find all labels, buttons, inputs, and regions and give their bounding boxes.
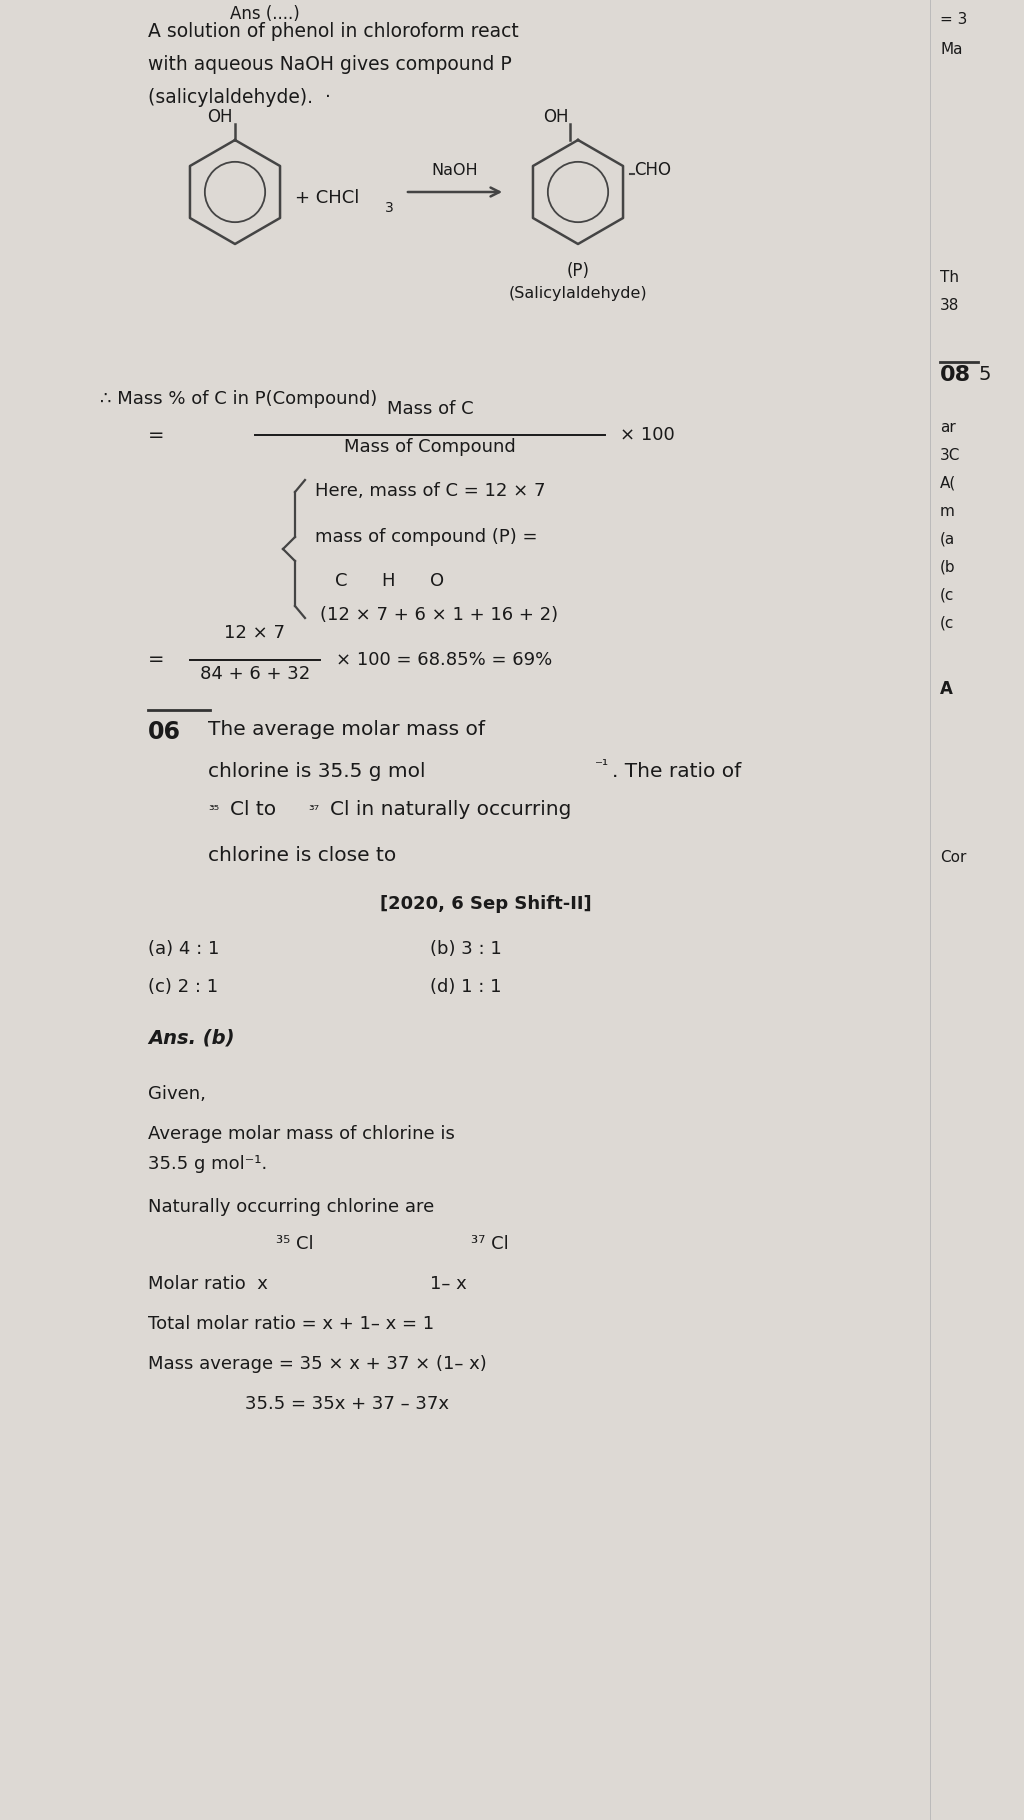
Text: The average molar mass of: The average molar mass of [208, 721, 485, 739]
Text: A solution of phenol in chloroform react: A solution of phenol in chloroform react [148, 22, 519, 42]
Text: (c) 2 : 1: (c) 2 : 1 [148, 977, 218, 996]
Text: ar: ar [940, 420, 955, 435]
Text: . The ratio of: . The ratio of [612, 763, 741, 781]
Text: Naturally occurring chlorine are: Naturally occurring chlorine are [148, 1198, 434, 1216]
Text: (b: (b [940, 561, 955, 575]
Text: 1– x: 1– x [430, 1276, 467, 1292]
Text: (12 × 7 + 6 × 1 + 16 + 2): (12 × 7 + 6 × 1 + 16 + 2) [319, 606, 558, 624]
Text: ³⁵ Cl: ³⁵ Cl [276, 1236, 313, 1252]
Text: =: = [148, 426, 165, 444]
Text: (c: (c [940, 588, 954, 602]
Text: m: m [940, 504, 954, 519]
Text: × 100 = 68.85% = 69%: × 100 = 68.85% = 69% [336, 652, 552, 670]
Text: Molar ratio  x: Molar ratio x [148, 1276, 268, 1292]
Text: =: = [148, 650, 165, 670]
Text: Ma: Ma [940, 42, 963, 56]
Text: Here, mass of C = 12 × 7: Here, mass of C = 12 × 7 [315, 482, 546, 500]
Text: chlorine is 35.5 g mol: chlorine is 35.5 g mol [208, 763, 426, 781]
Text: + CHCl: + CHCl [295, 189, 359, 207]
Text: 35.5 = 35x + 37 – 37x: 35.5 = 35x + 37 – 37x [245, 1394, 449, 1412]
Text: Cl to: Cl to [230, 801, 283, 819]
Text: ⁻¹: ⁻¹ [595, 757, 609, 774]
Text: OH: OH [544, 107, 568, 126]
Text: 3: 3 [385, 200, 394, 215]
Text: with aqueous NaOH gives compound P: with aqueous NaOH gives compound P [148, 55, 512, 75]
Text: (a: (a [940, 531, 955, 548]
Text: Mass of C: Mass of C [387, 400, 473, 419]
Text: 08: 08 [940, 366, 971, 386]
Text: 3C: 3C [940, 448, 961, 462]
Text: ³⁷ Cl: ³⁷ Cl [471, 1236, 509, 1252]
Text: (Salicylaldehyde): (Salicylaldehyde) [509, 286, 647, 300]
Text: ∴ Mass % of C in P(Compound): ∴ Mass % of C in P(Compound) [100, 389, 377, 408]
Text: (d) 1 : 1: (d) 1 : 1 [430, 977, 502, 996]
Text: Total molar ratio = x + 1– x = 1: Total molar ratio = x + 1– x = 1 [148, 1316, 434, 1332]
Text: C      H      O: C H O [335, 571, 444, 590]
Text: Mass average = 35 × x + 37 × (1– x): Mass average = 35 × x + 37 × (1– x) [148, 1356, 486, 1372]
Text: (salicylaldehyde).  ·: (salicylaldehyde). · [148, 87, 331, 107]
Text: NaOH: NaOH [432, 164, 478, 178]
Text: 06: 06 [148, 721, 181, 744]
Text: (c: (c [940, 615, 954, 632]
Text: (P): (P) [566, 262, 590, 280]
Text: 38: 38 [940, 298, 959, 313]
Text: OH: OH [207, 107, 232, 126]
Text: (a) 4 : 1: (a) 4 : 1 [148, 939, 219, 957]
Text: ³⁵: ³⁵ [208, 804, 219, 817]
Text: Th: Th [940, 269, 959, 286]
Text: Ans. (b): Ans. (b) [148, 1028, 234, 1046]
Text: A: A [940, 681, 953, 699]
Text: [2020, 6 Sep Shift-II]: [2020, 6 Sep Shift-II] [380, 895, 592, 914]
Text: CHO: CHO [634, 160, 671, 178]
Text: Cor: Cor [940, 850, 967, 864]
Text: 5: 5 [978, 366, 990, 384]
Text: ³⁷: ³⁷ [308, 804, 319, 817]
Text: Average molar mass of chlorine is: Average molar mass of chlorine is [148, 1125, 455, 1143]
Text: 35.5 g mol⁻¹.: 35.5 g mol⁻¹. [148, 1156, 267, 1174]
Text: Ans (....): Ans (....) [230, 5, 300, 24]
Text: A(: A( [940, 477, 956, 491]
Text: = 3: = 3 [940, 13, 968, 27]
Text: Mass of Compound: Mass of Compound [344, 439, 516, 457]
Text: Given,: Given, [148, 1085, 206, 1103]
Text: × 100: × 100 [620, 426, 675, 444]
Text: (b) 3 : 1: (b) 3 : 1 [430, 939, 502, 957]
Text: 12 × 7: 12 × 7 [224, 624, 286, 642]
Text: chlorine is close to: chlorine is close to [208, 846, 396, 864]
Text: 84 + 6 + 32: 84 + 6 + 32 [200, 664, 310, 682]
Text: Cl in naturally occurring: Cl in naturally occurring [330, 801, 571, 819]
Text: mass of compound (P) =: mass of compound (P) = [315, 528, 538, 546]
